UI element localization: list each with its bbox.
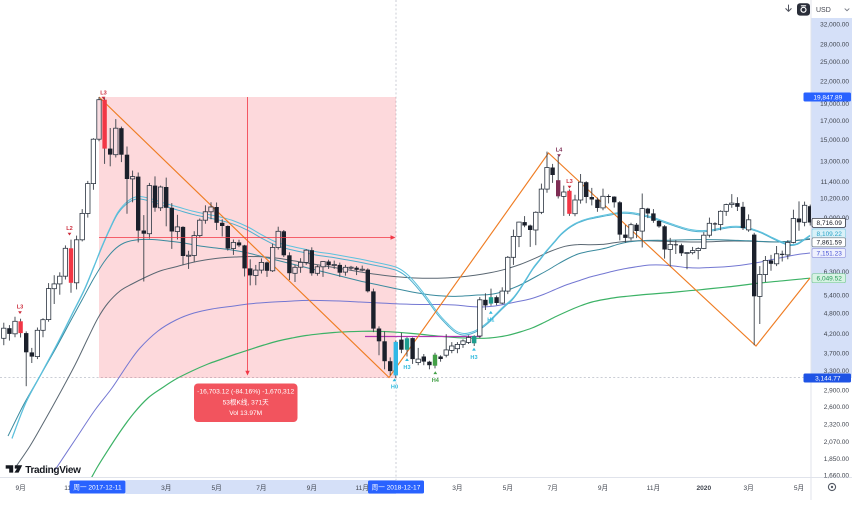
- svg-text:-16,703.12 (-84.16%) -1,670,31: -16,703.12 (-84.16%) -1,670,312: [197, 389, 294, 396]
- svg-text:TradingView: TradingView: [25, 465, 81, 476]
- svg-text:19,847.89: 19,847.89: [813, 94, 842, 101]
- svg-text:32,000.00: 32,000.00: [820, 21, 849, 28]
- svg-text:13,000.00: 13,000.00: [820, 159, 849, 166]
- svg-text:4,800.00: 4,800.00: [824, 311, 850, 318]
- svg-text:2,900.00: 2,900.00: [824, 388, 850, 395]
- svg-text:7月: 7月: [256, 484, 266, 492]
- svg-text:7月: 7月: [547, 484, 557, 492]
- svg-text:10,200.00: 10,200.00: [820, 196, 849, 203]
- svg-text:周一 2017-12-11: 周一 2017-12-11: [73, 484, 122, 492]
- svg-text:L4: L4: [556, 148, 563, 154]
- svg-text:2,320.00: 2,320.00: [824, 422, 850, 429]
- svg-text:19,000.00: 19,000.00: [820, 101, 849, 108]
- svg-text:L3: L3: [566, 179, 573, 185]
- svg-text:11月: 11月: [355, 484, 368, 492]
- svg-text:9月: 9月: [307, 484, 317, 492]
- svg-text:22,000.00: 22,000.00: [820, 79, 849, 86]
- svg-text:USD: USD: [816, 7, 831, 14]
- svg-text:H0: H0: [391, 385, 398, 391]
- svg-text:L2: L2: [66, 226, 73, 232]
- svg-text:2,070.00: 2,070.00: [824, 439, 850, 446]
- svg-text:5月: 5月: [503, 484, 513, 492]
- svg-text:6,049.52: 6,049.52: [817, 276, 843, 283]
- svg-text:L3: L3: [17, 305, 24, 311]
- svg-text:5月: 5月: [211, 484, 221, 492]
- svg-text:9月: 9月: [598, 484, 608, 492]
- svg-text:3,144.77: 3,144.77: [815, 375, 841, 382]
- svg-text:2020: 2020: [696, 485, 711, 492]
- svg-text:11月: 11月: [647, 484, 660, 492]
- svg-text:5月: 5月: [794, 484, 804, 492]
- svg-text:17,000.00: 17,000.00: [820, 118, 849, 125]
- svg-text:H1: H1: [487, 318, 494, 324]
- svg-text:3,700.00: 3,700.00: [824, 350, 850, 357]
- svg-text:28,000.00: 28,000.00: [820, 42, 849, 49]
- svg-text:5,400.00: 5,400.00: [824, 293, 850, 300]
- svg-text:3月: 3月: [161, 484, 171, 492]
- svg-text:3月: 3月: [452, 484, 462, 492]
- svg-text:1,660.00: 1,660.00: [824, 473, 850, 480]
- svg-text:53根K线, 371天: 53根K线, 371天: [223, 397, 270, 406]
- svg-text:L3: L3: [100, 91, 107, 97]
- svg-text:Vol 13.97M: Vol 13.97M: [229, 410, 262, 417]
- svg-text:2,600.00: 2,600.00: [824, 404, 850, 411]
- svg-text:11,400.00: 11,400.00: [821, 179, 850, 186]
- svg-text:15,000.00: 15,000.00: [820, 137, 849, 144]
- svg-text:H4: H4: [432, 378, 440, 384]
- svg-text:9月: 9月: [15, 484, 25, 492]
- svg-text:7,861.59: 7,861.59: [817, 240, 843, 247]
- svg-text:周一 2018-12-17: 周一 2018-12-17: [372, 484, 421, 492]
- svg-text:4,200.00: 4,200.00: [824, 331, 850, 338]
- svg-text:H3: H3: [470, 355, 477, 361]
- svg-text:8,716.09: 8,716.09: [817, 220, 843, 227]
- svg-text:8,109.22: 8,109.22: [817, 231, 843, 238]
- svg-text:25,000.00: 25,000.00: [820, 59, 849, 66]
- svg-text:3月: 3月: [743, 484, 753, 492]
- svg-text:7,151.23: 7,151.23: [817, 250, 843, 257]
- svg-text:H3: H3: [403, 365, 410, 371]
- svg-text:1,850.00: 1,850.00: [824, 456, 850, 463]
